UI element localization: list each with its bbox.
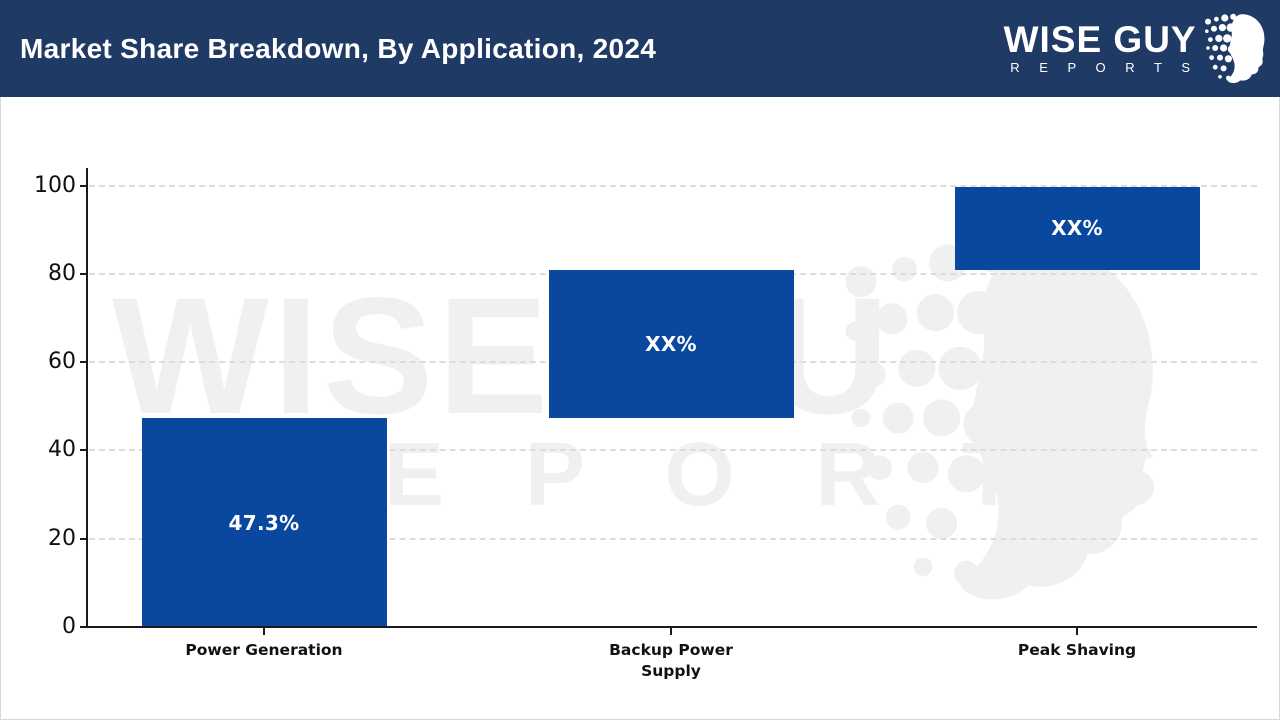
x-axis-line [86,626,1257,628]
bar-1: XX% [548,269,794,419]
xtick-mark-1 [670,628,672,635]
x-category-label-0: Power Generation [185,641,343,659]
gridline-y20 [89,537,1257,540]
ytick-mark-100 [80,184,88,187]
bar-label-1: XX% [645,331,697,356]
header-bar: Market Share Breakdown, By Application, … [0,0,1280,97]
gridline-y40 [89,449,1257,452]
logo-reports-label: R E P O R T S [1010,60,1198,76]
ytick-label-40: 40 [48,437,76,463]
x-category-label-1: Backup Power Supply [609,641,733,680]
page-title: Market Share Breakdown, By Application, … [20,32,657,64]
ytick-label-60: 60 [48,349,76,375]
y-axis-line [86,168,88,628]
logo-wiseguy-label: WISE GUY [1003,18,1197,60]
ytick-mark-60 [80,361,88,364]
bar-label-0: 47.3% [228,510,300,535]
ytick-label-20: 20 [48,525,76,551]
ytick-mark-20 [80,537,88,540]
ytick-mark-80 [80,272,88,275]
logo-text: WISE GUY R E P O R T S [1002,18,1198,76]
ytick-mark-40 [80,449,88,452]
bar-label-2: XX% [1051,216,1103,241]
bar-2: XX% [954,186,1200,270]
ytick-label-80: 80 [48,260,76,286]
ytick-label-100: 100 [34,172,76,198]
xtick-mark-2 [1076,628,1078,635]
ytick-mark-0 [80,626,88,628]
gridline-y100 [89,184,1257,187]
ytick-label-0: 0 [62,614,76,639]
bar-0: 47.3% [141,418,387,627]
logo-face-icon [1205,13,1265,84]
xtick-mark-0 [263,628,265,635]
wiseguy-logo: WISE GUY R E P O R T S [1002,10,1268,86]
x-category-label-2: Peak Shaving [1017,641,1137,659]
watermark-face-icon [845,241,1153,600]
